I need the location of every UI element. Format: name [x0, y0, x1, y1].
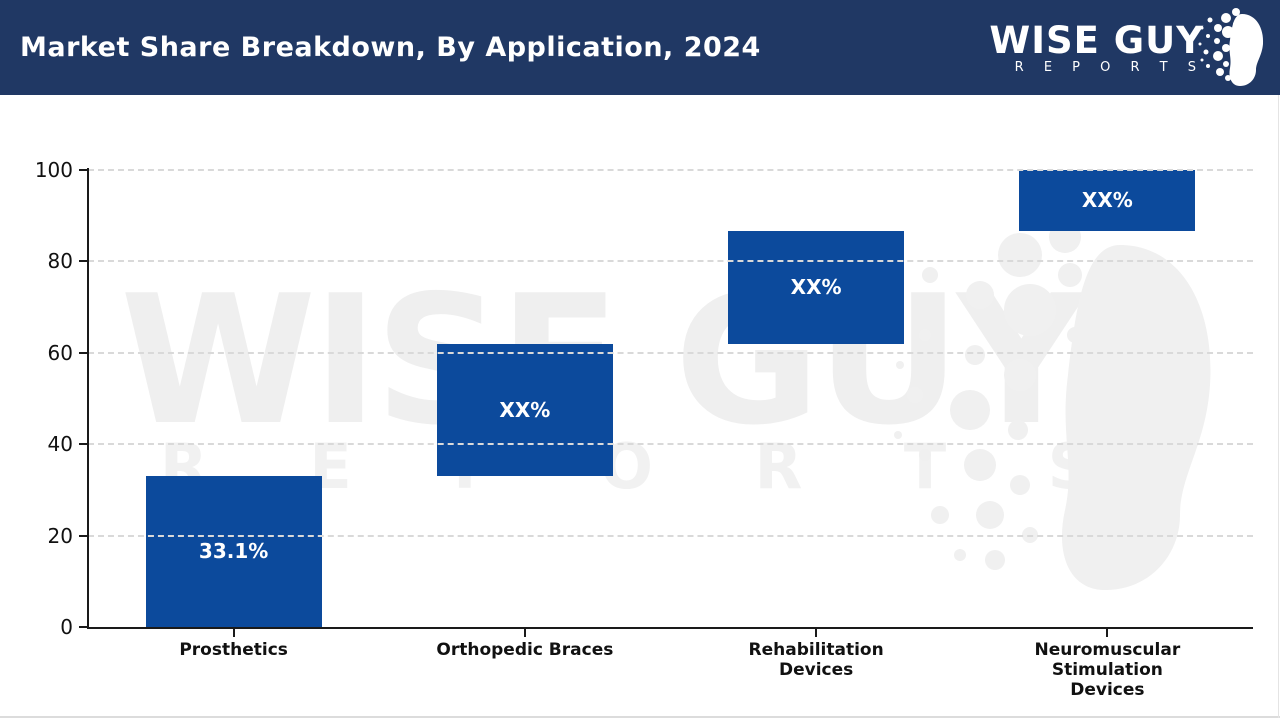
gridline: [88, 351, 1253, 354]
y-tick-label: 20: [47, 523, 73, 548]
page-title: Market Share Breakdown, By Application, …: [20, 32, 761, 63]
y-tick-label: 100: [34, 158, 73, 182]
x-axis-line: [87, 627, 1253, 629]
brand-name: WISE GUY: [989, 18, 1204, 62]
brand-subtitle: R E P O R T S: [1014, 59, 1204, 75]
y-tick-label: 40: [47, 432, 73, 457]
x-tick-mark: [815, 629, 818, 637]
y-tick-mark: [79, 260, 87, 263]
x-category-label: Prosthetics: [179, 640, 288, 660]
y-tick-mark: [79, 169, 87, 171]
waterfall-bar: 33.1%: [145, 475, 322, 627]
bar-value-label: 33.1%: [198, 539, 269, 564]
brand-logo: WISE GUY R E P O R T S: [989, 6, 1280, 90]
gridline: [88, 260, 1253, 263]
x-category-label: Orthopedic Braces: [436, 640, 614, 660]
y-tick-mark: [79, 534, 87, 537]
x-tick-mark: [232, 629, 235, 637]
y-tick-mark: [79, 443, 87, 446]
header-bar: Market Share Breakdown, By Application, …: [0, 0, 1280, 95]
x-tick-mark: [1106, 629, 1109, 637]
bar-value-label: XX%: [1081, 188, 1133, 213]
bar-value-label: XX%: [499, 397, 551, 422]
x-category-label: Rehabilitation Devices: [748, 640, 884, 681]
bar-value-label: XX%: [790, 275, 842, 300]
y-tick-label: 60: [47, 340, 73, 365]
y-tick-mark: [79, 626, 87, 628]
gridline: [88, 443, 1253, 446]
bottom-border: [0, 716, 1280, 718]
waterfall-bar: XX%: [728, 230, 905, 344]
waterfall-bar: XX%: [436, 343, 613, 476]
gridline: [88, 169, 1253, 171]
y-tick-label: 0: [60, 615, 73, 639]
y-axis-line: [87, 168, 89, 629]
brand-logo-text: WISE GUY R E P O R T S: [989, 22, 1204, 74]
y-tick-mark: [79, 351, 87, 354]
x-category-label: Neuromuscular Stimulation Devices: [1034, 640, 1181, 701]
gridline: [88, 534, 1253, 537]
right-border: [1278, 95, 1279, 718]
y-tick-label: 80: [47, 249, 73, 274]
waterfall-bar: XX%: [1019, 170, 1196, 231]
x-tick-mark: [523, 629, 526, 637]
brand-face-icon: [1198, 7, 1264, 86]
watermark-face-icon: [894, 221, 1211, 590]
